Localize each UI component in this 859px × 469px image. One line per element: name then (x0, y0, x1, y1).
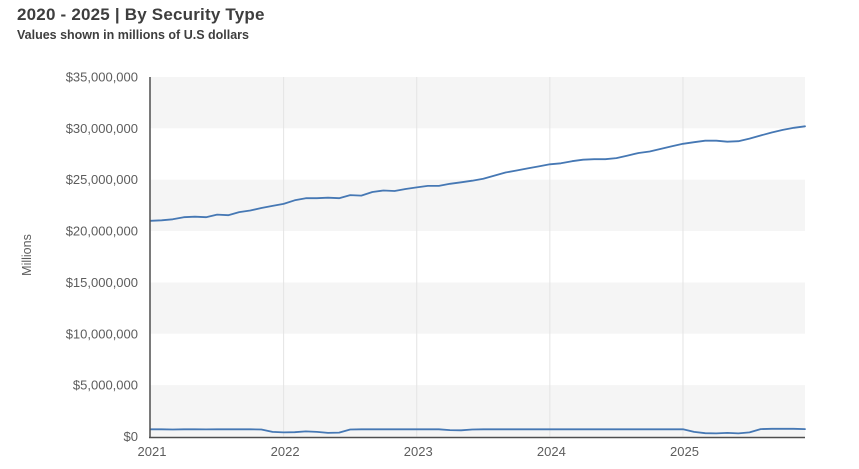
x-tick-label: 2022 (271, 444, 300, 459)
data-series (149, 125, 806, 435)
x-tick-label: 2024 (537, 444, 566, 459)
y-axis-title: Millions (20, 234, 34, 276)
plot-band (150, 128, 805, 180)
plot-bands (150, 77, 805, 437)
x-tick-label: 2023 (404, 444, 433, 459)
chart-subtitle: Values shown in millions of U.S dollars (17, 28, 249, 42)
plot-band (150, 385, 805, 437)
chart-title: 2020 - 2025 | By Security Type (17, 5, 265, 24)
vertical-gridlines (283, 77, 684, 437)
y-tick-label: $30,000,000 (66, 121, 138, 136)
y-tick-label: $35,000,000 (66, 70, 138, 85)
y-tick-label: $5,000,000 (73, 378, 138, 393)
series-1-line (149, 125, 806, 222)
y-tick-label: $10,000,000 (66, 326, 138, 341)
series-2-line (149, 427, 806, 435)
x-tick-label: 2025 (670, 444, 699, 459)
y-tick-label: $25,000,000 (66, 172, 138, 187)
plot-band (150, 77, 805, 129)
plot-band (150, 333, 805, 386)
x-axis-tick-labels: 2021 2022 2023 2024 2025 (138, 444, 699, 459)
plot-band (150, 179, 805, 232)
y-axis-tick-labels: $35,000,000 $30,000,000 $25,000,000 $20,000… (66, 70, 138, 445)
plot-band (150, 282, 805, 334)
plot-band (150, 231, 805, 283)
y-tick-label: $20,000,000 (66, 224, 138, 239)
y-tick-label: $15,000,000 (66, 275, 138, 290)
axis-lines (149, 77, 805, 439)
y-tick-label: $0 (124, 429, 138, 444)
x-tick-label: 2021 (138, 444, 167, 459)
